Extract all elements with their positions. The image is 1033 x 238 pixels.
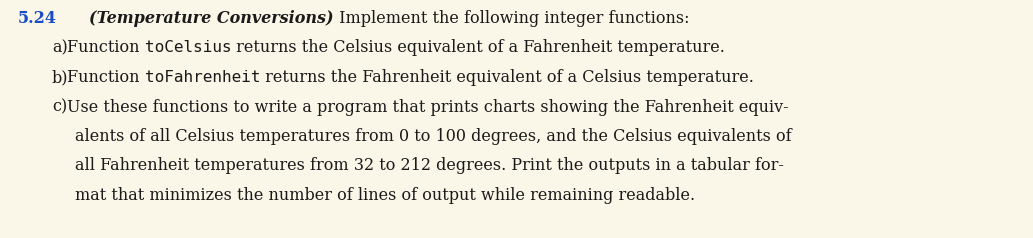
Text: Use these functions to write a program that prints charts showing the Fahrenheit: Use these functions to write a program t… <box>67 99 788 115</box>
Text: Implement the following integer functions:: Implement the following integer function… <box>334 10 689 27</box>
Text: toCelsius: toCelsius <box>145 40 231 55</box>
Text: Function: Function <box>67 69 145 86</box>
Text: returns the Fahrenheit equivalent of a Celsius temperature.: returns the Fahrenheit equivalent of a C… <box>260 69 754 86</box>
Text: (Temperature Conversions): (Temperature Conversions) <box>89 10 334 27</box>
Text: returns the Celsius equivalent of a Fahrenheit temperature.: returns the Celsius equivalent of a Fahr… <box>231 40 725 56</box>
Text: toFahrenheit: toFahrenheit <box>145 70 260 85</box>
Text: c): c) <box>52 99 67 115</box>
Text: 5.24: 5.24 <box>18 10 57 27</box>
Text: Function: Function <box>67 40 145 56</box>
Text: all Fahrenheit temperatures from 32 to 212 degrees. Print the outputs in a tabul: all Fahrenheit temperatures from 32 to 2… <box>75 158 784 174</box>
Text: a): a) <box>52 40 68 56</box>
Text: alents of all Celsius temperatures from 0 to 100 degrees, and the Celsius equiva: alents of all Celsius temperatures from … <box>75 128 791 145</box>
Text: mat that minimizes the number of lines of output while remaining readable.: mat that minimizes the number of lines o… <box>75 187 695 204</box>
Text: b): b) <box>52 69 68 86</box>
